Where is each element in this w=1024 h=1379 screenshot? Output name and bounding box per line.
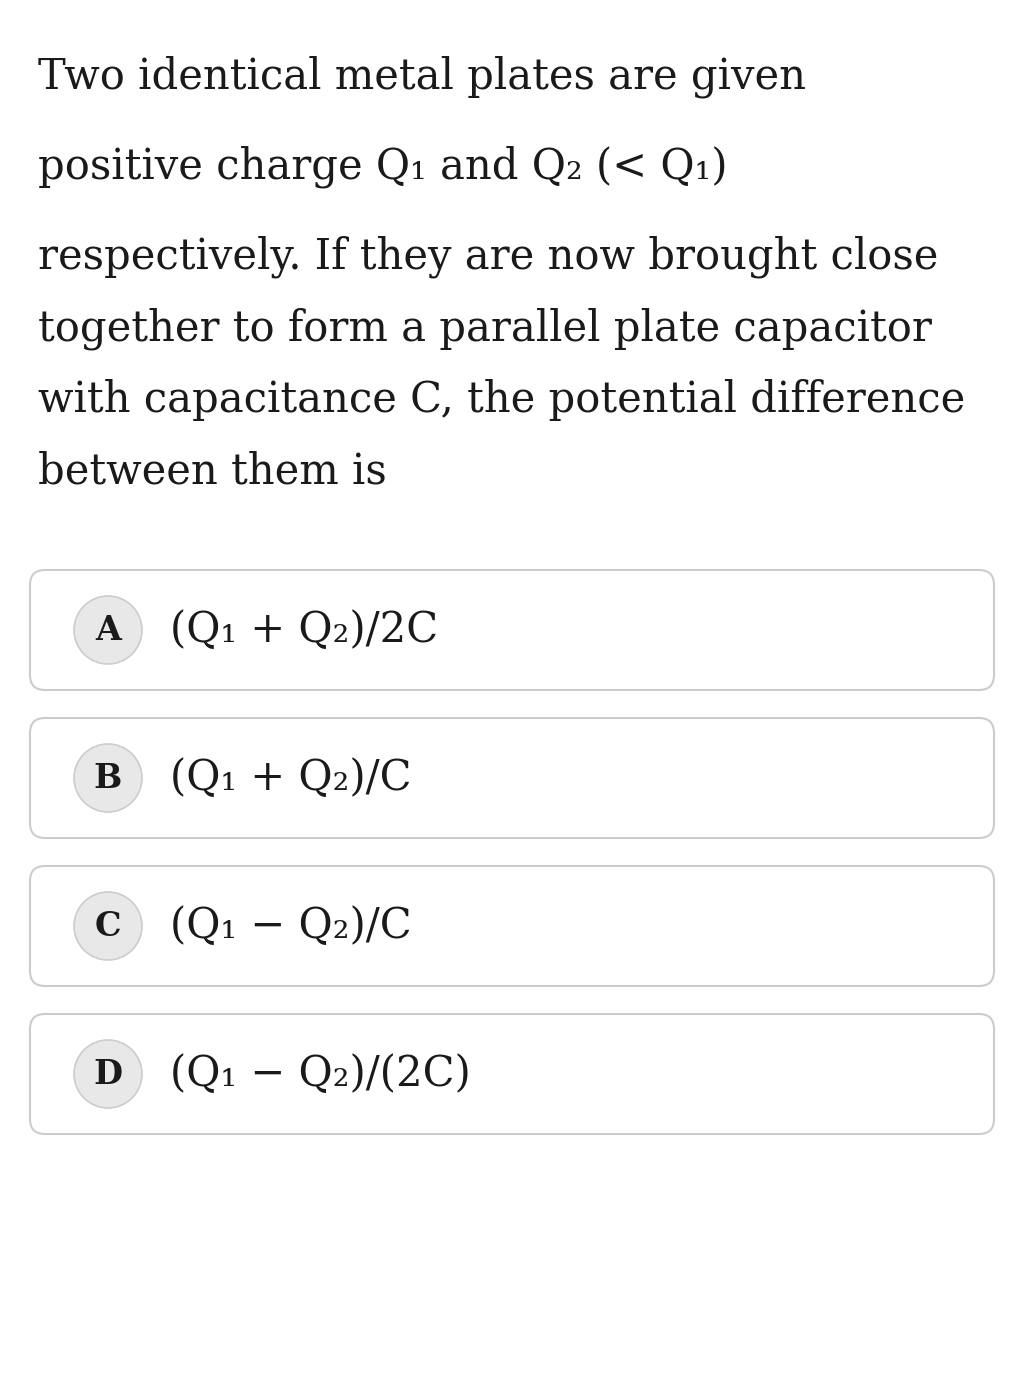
Circle shape (74, 1040, 142, 1107)
Text: C: C (95, 910, 121, 942)
Text: (Q₁ + Q₂)/2C: (Q₁ + Q₂)/2C (170, 610, 438, 651)
Text: Two identical metal plates are given: Two identical metal plates are given (38, 55, 806, 98)
Text: respectively. If they are now brought close: respectively. If they are now brought cl… (38, 234, 938, 277)
Circle shape (74, 892, 142, 960)
Text: D: D (93, 1058, 123, 1091)
Text: positive charge Q₁ and Q₂ (< Q₁): positive charge Q₁ and Q₂ (< Q₁) (38, 145, 727, 188)
Text: between them is: between them is (38, 451, 387, 494)
Text: (Q₁ − Q₂)/C: (Q₁ − Q₂)/C (170, 905, 412, 947)
Text: B: B (94, 761, 122, 794)
FancyBboxPatch shape (30, 866, 994, 986)
FancyBboxPatch shape (30, 1014, 994, 1134)
Text: together to form a parallel plate capacitor: together to form a parallel plate capaci… (38, 308, 932, 349)
Text: (Q₁ − Q₂)/(2C): (Q₁ − Q₂)/(2C) (170, 1054, 471, 1095)
Text: A: A (95, 614, 121, 647)
Circle shape (74, 596, 142, 665)
Text: with capacitance C, the potential difference: with capacitance C, the potential differ… (38, 379, 966, 421)
Circle shape (74, 745, 142, 812)
FancyBboxPatch shape (30, 718, 994, 838)
Text: (Q₁ + Q₂)/C: (Q₁ + Q₂)/C (170, 757, 412, 798)
FancyBboxPatch shape (30, 570, 994, 690)
